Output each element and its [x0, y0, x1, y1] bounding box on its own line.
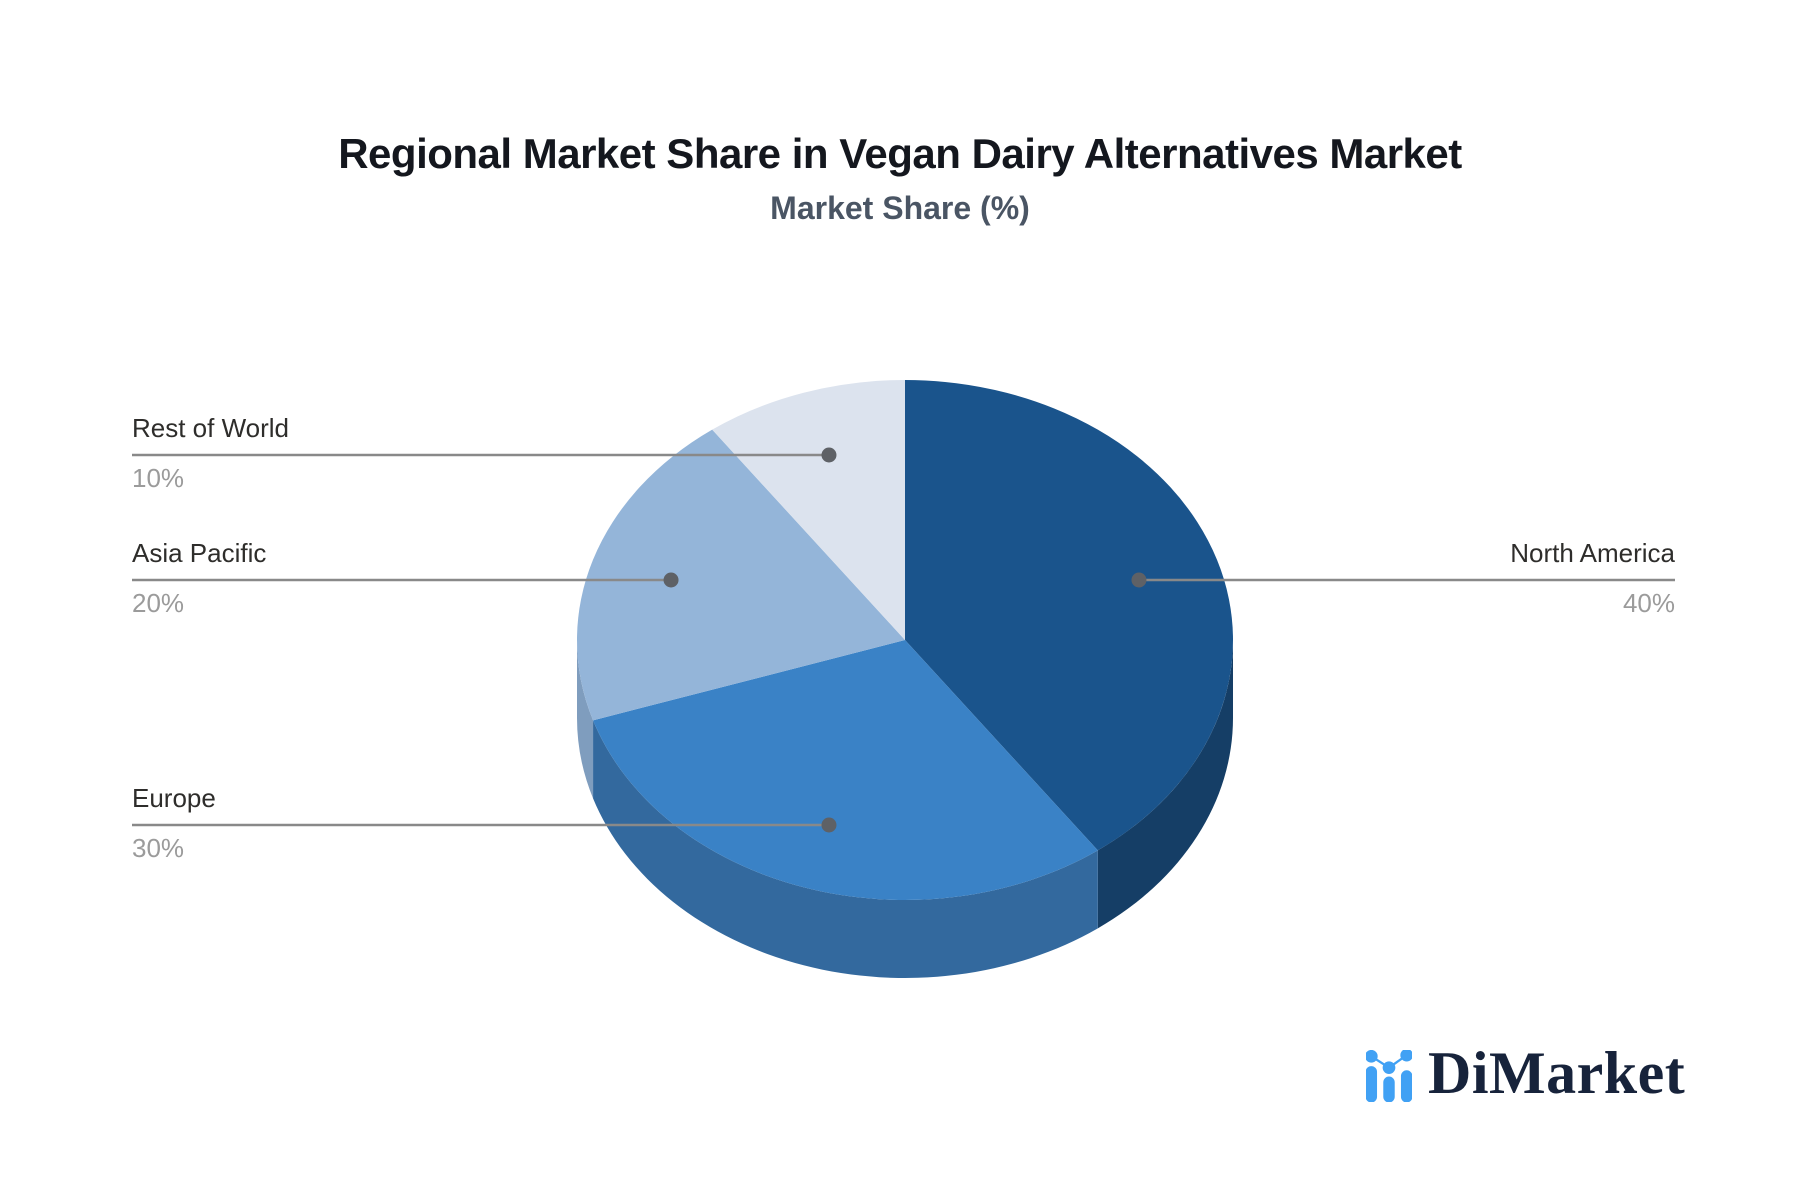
pie-slice-rest-of-world[interactable]: [712, 380, 905, 640]
pie-slice-europe[interactable]: [593, 640, 1098, 900]
pie-slice-north-america[interactable]: [905, 380, 1233, 851]
slice-label: Rest of World: [132, 413, 290, 443]
pie-slice-side: [593, 720, 1098, 978]
chart-subtitle: Market Share (%): [770, 190, 1030, 226]
slice-label: Europe: [132, 783, 216, 813]
slice-value: 20%: [132, 588, 185, 618]
brand-logo[interactable]: DiMarket: [1366, 1040, 1686, 1106]
slice-value: 30%: [132, 833, 185, 863]
leader-dot: [821, 447, 837, 463]
slice-value: 10%: [132, 463, 185, 493]
pie-slice-asia-pacific[interactable]: [576, 429, 905, 721]
pie-slice-side: [1097, 640, 1233, 929]
bar-line-chart-logo-icon: [1366, 1050, 1412, 1102]
brand-name: DiMarket: [1428, 1040, 1686, 1106]
slice-value: 40%: [1622, 588, 1675, 618]
pie-slice-side: [577, 640, 594, 799]
chart-title: Regional Market Share in Vegan Dairy Alt…: [338, 130, 1462, 177]
slice-label: North America: [1510, 538, 1675, 568]
leader-dot: [663, 572, 679, 588]
leader-dot: [821, 817, 837, 833]
slice-label: Asia Pacific: [132, 538, 267, 568]
leader-dot: [1131, 572, 1147, 588]
